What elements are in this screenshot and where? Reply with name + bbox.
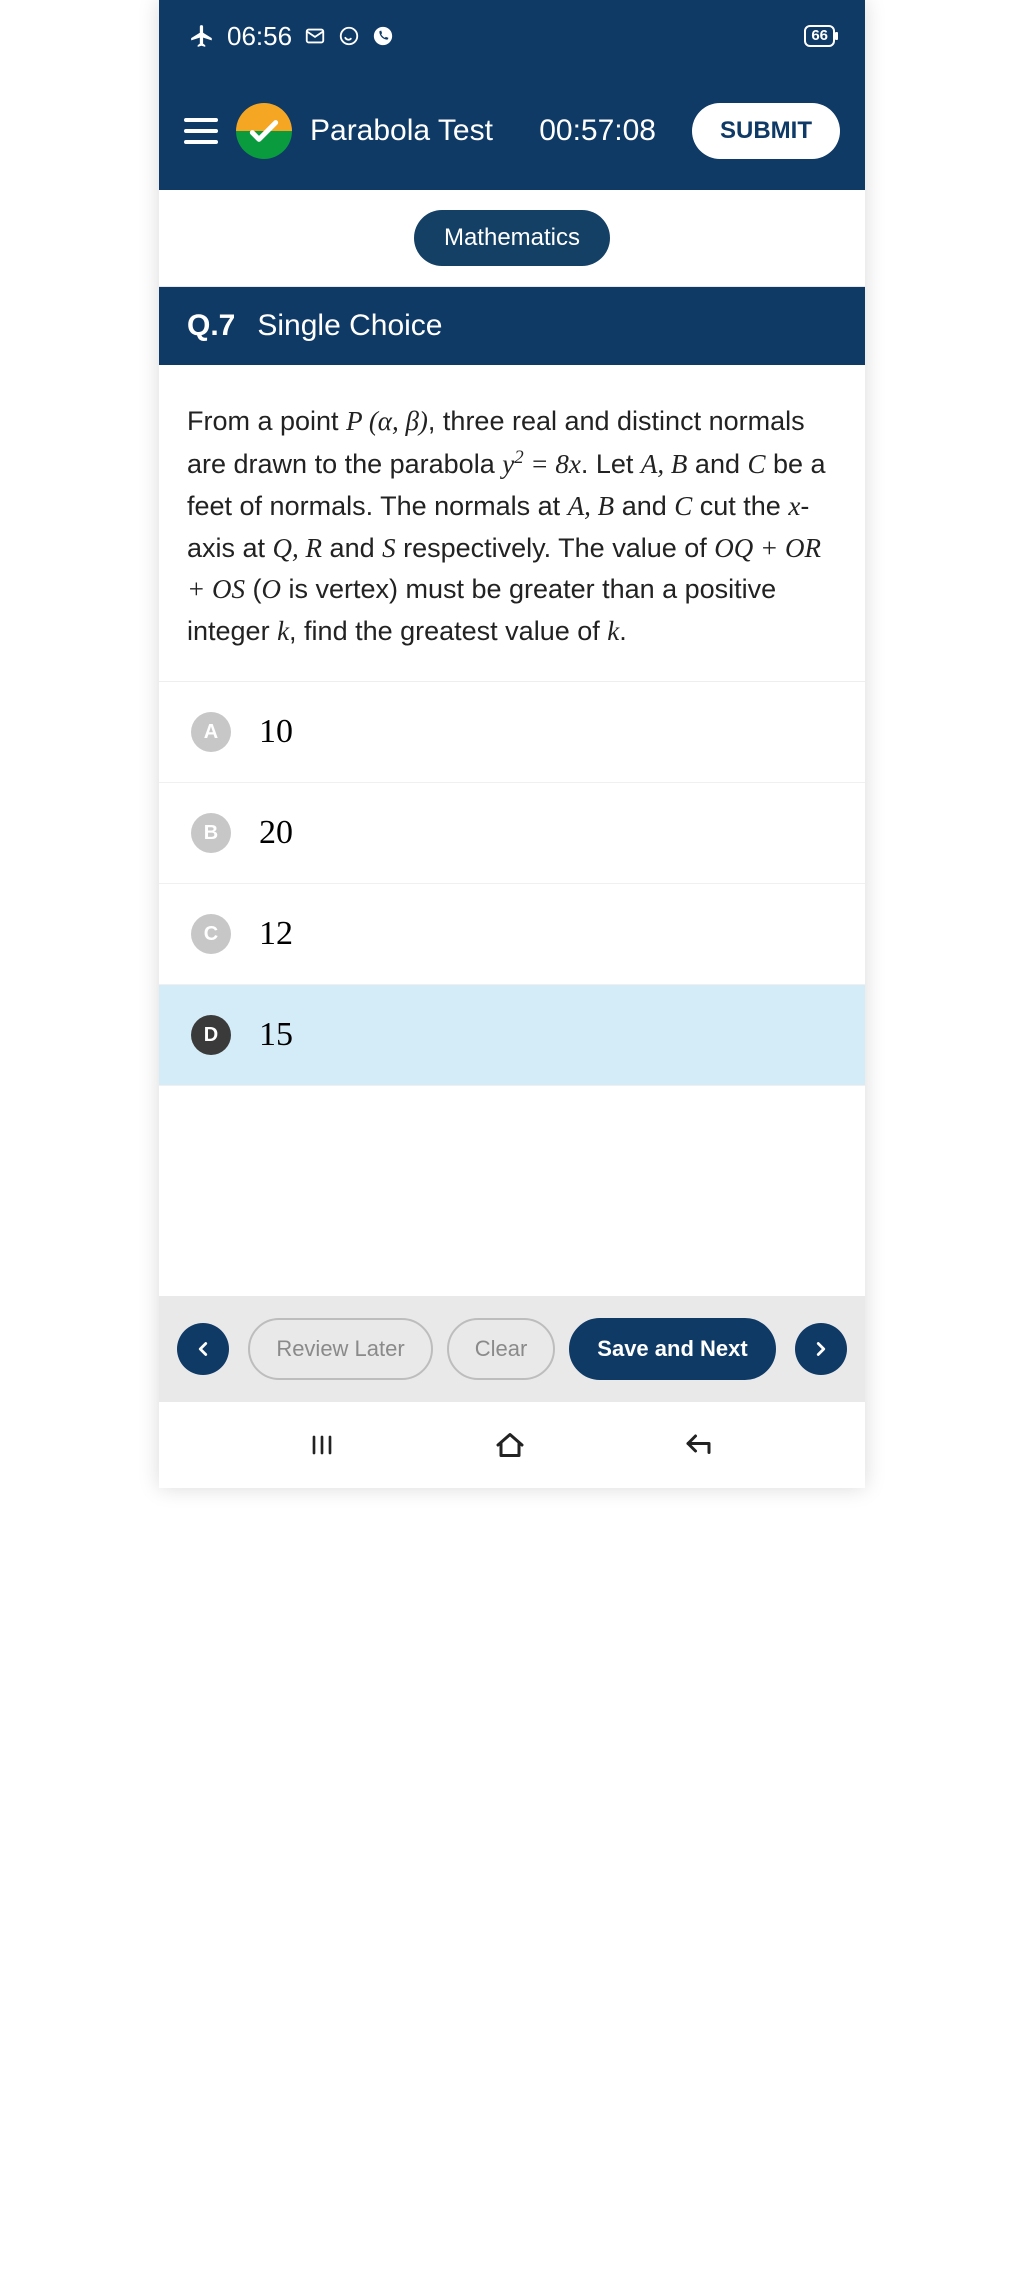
qt-p3: . Let: [581, 449, 641, 479]
recents-icon[interactable]: [306, 1429, 338, 1461]
save-and-next-button[interactable]: Save and Next: [569, 1318, 775, 1380]
submit-button[interactable]: SUBMIT: [692, 103, 840, 159]
qt-p1: From a point: [187, 406, 346, 436]
app-logo: [236, 103, 292, 159]
qt-xaxis: x: [788, 491, 800, 521]
app-header: Parabola Test 00:57:08 SUBMIT: [159, 72, 865, 190]
qt-p-expr: P (α, β): [346, 406, 428, 436]
menu-button[interactable]: [184, 118, 218, 144]
timer: 00:57:08: [539, 114, 656, 148]
system-nav-bar: [159, 1402, 865, 1488]
qt-p14: .: [619, 616, 627, 646]
qt-k: k: [277, 616, 289, 646]
test-title: Parabola Test: [310, 114, 521, 148]
option-bubble: D: [191, 1015, 231, 1055]
qt-k2: k: [607, 616, 619, 646]
qt-qr: Q, R: [273, 533, 323, 563]
review-later-button[interactable]: Review Later: [248, 1318, 432, 1380]
option-value: 20: [259, 814, 293, 852]
qt-abc2: A, B: [568, 491, 615, 521]
question-header: Q.7 Single Choice: [159, 287, 865, 365]
back-icon[interactable]: [682, 1427, 718, 1463]
qt-p6: and: [614, 491, 674, 521]
qt-p9: and: [322, 533, 382, 563]
question-text: From a point P (α, β), three real and di…: [159, 365, 865, 681]
qt-o: O: [261, 574, 281, 604]
battery-level: 66: [811, 27, 828, 44]
status-time: 06:56: [227, 21, 292, 52]
next-question-button[interactable]: [795, 1323, 847, 1375]
subject-chip-mathematics[interactable]: Mathematics: [414, 210, 610, 266]
chevron-left-icon: [192, 1338, 214, 1360]
option-value: 12: [259, 915, 293, 953]
status-bar: 06:56 66: [159, 0, 865, 72]
option-d[interactable]: D 15: [159, 985, 865, 1086]
qt-c1: C: [747, 449, 765, 479]
qt-abc1: A, B: [641, 449, 688, 479]
battery-indicator: 66: [804, 25, 835, 47]
option-bubble: C: [191, 914, 231, 954]
option-value: 15: [259, 1016, 293, 1054]
qt-p4: and: [687, 449, 747, 479]
clear-button[interactable]: Clear: [447, 1318, 556, 1380]
chevron-right-icon: [810, 1338, 832, 1360]
qt-eq1sup: 2: [514, 447, 523, 468]
subject-tabs: Mathematics: [159, 190, 865, 287]
option-bubble: A: [191, 712, 231, 752]
question-type: Single Choice: [257, 309, 442, 343]
qt-p13: , find the greatest value of: [289, 616, 607, 646]
option-c[interactable]: C 12: [159, 884, 865, 985]
options-list: A 10 B 20 C 12 D 15: [159, 681, 865, 1086]
qt-s: S: [382, 533, 396, 563]
home-icon[interactable]: [492, 1427, 528, 1463]
spacer: [159, 1086, 865, 1296]
prev-question-button[interactable]: [177, 1323, 229, 1375]
qt-p11: (: [245, 574, 262, 604]
qt-p10: respectively. The value of: [396, 533, 715, 563]
qt-eq1: y: [502, 449, 514, 479]
whatsapp-icon: [338, 25, 360, 47]
qt-p7: cut the: [692, 491, 788, 521]
qt-c2: C: [674, 491, 692, 521]
qt-eq1b: = 8x: [524, 449, 581, 479]
phone-icon: [372, 25, 394, 47]
option-b[interactable]: B 20: [159, 783, 865, 884]
question-number: Q.7: [187, 309, 235, 343]
mail-icon: [304, 25, 326, 47]
action-footer: Review Later Clear Save and Next: [159, 1296, 865, 1402]
airplane-mode-icon: [189, 23, 215, 49]
option-bubble: B: [191, 813, 231, 853]
option-a[interactable]: A 10: [159, 682, 865, 783]
option-value: 10: [259, 713, 293, 751]
